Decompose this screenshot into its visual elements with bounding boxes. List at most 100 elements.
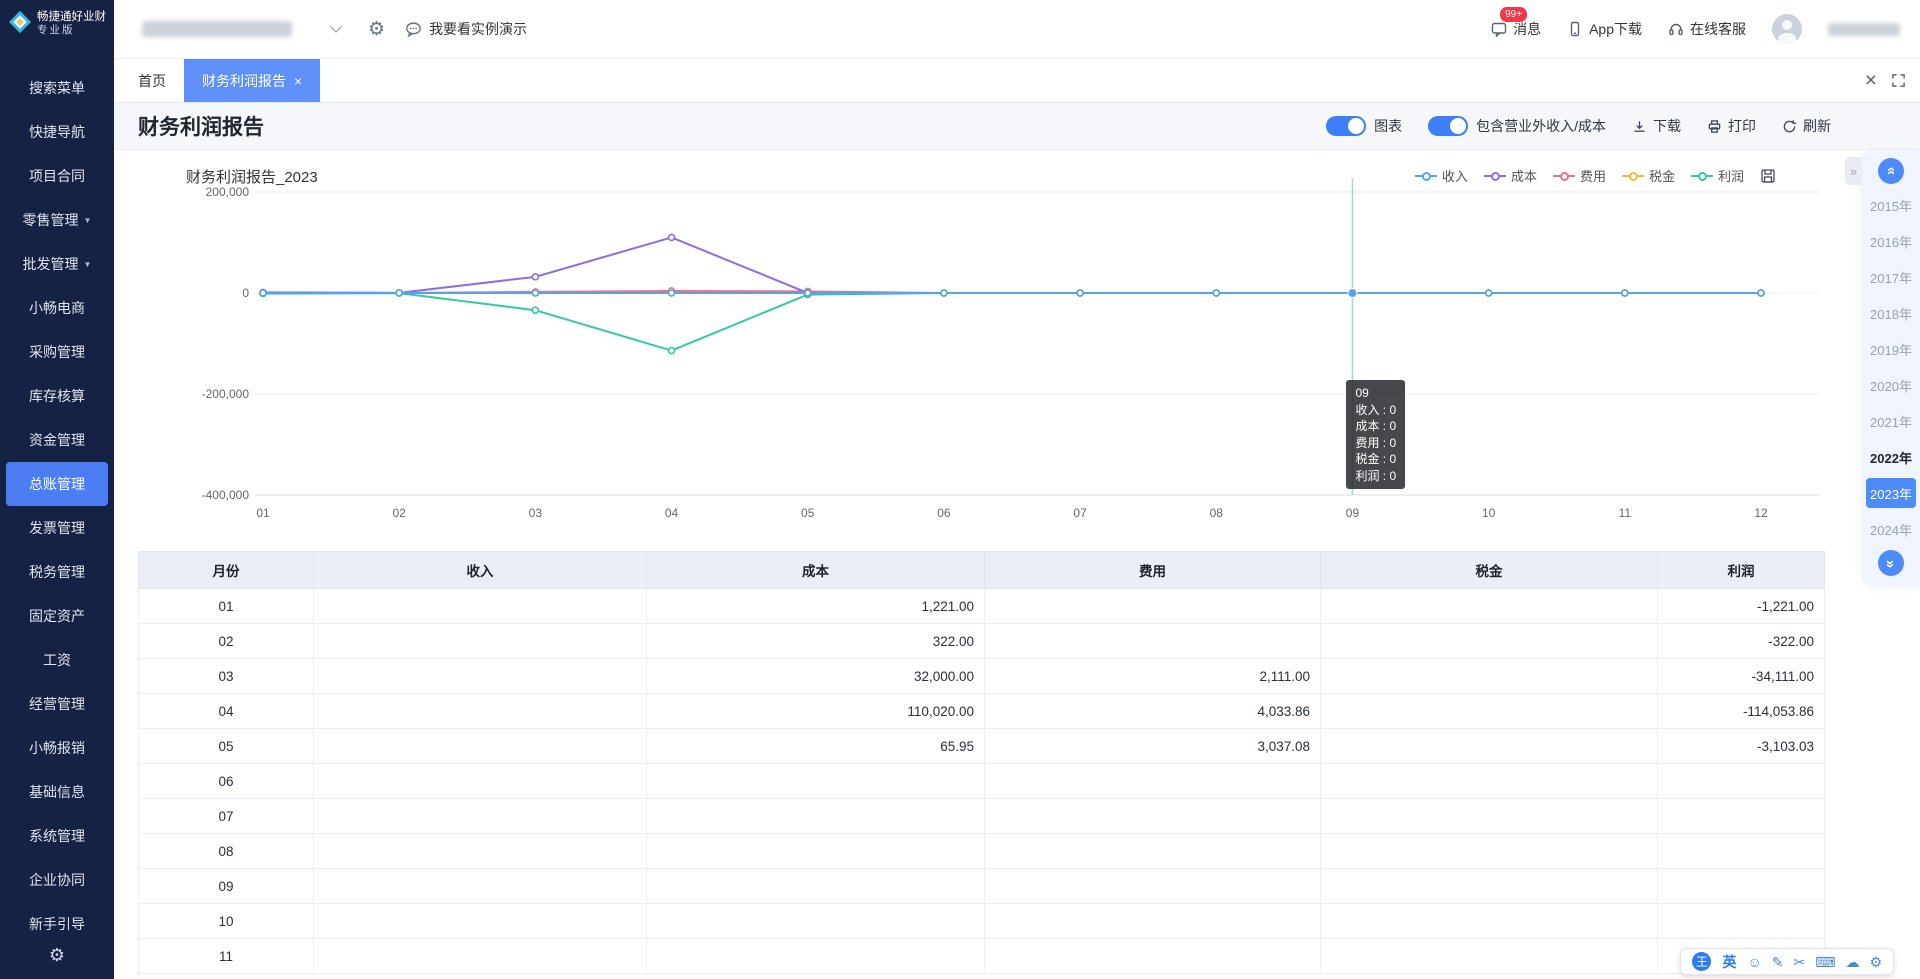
keyboard-icon[interactable]: ⌨ [1815, 953, 1836, 970]
chevron-down-icon [330, 21, 342, 33]
toggle-switch[interactable] [1428, 116, 1469, 136]
fullscreen-icon[interactable] [1891, 73, 1906, 88]
sidebar-item[interactable]: 税务管理 [6, 550, 108, 594]
svg-text:05: 05 [801, 506, 815, 520]
close-icon[interactable]: × [1864, 69, 1877, 92]
year-item[interactable]: 2019年 [1870, 342, 1912, 358]
gear-icon[interactable]: ⚙ [368, 18, 386, 40]
year-item[interactable]: 2020年 [1870, 378, 1912, 394]
chart-plot[interactable]: 200,000 0 -200,000 -400,000 01 02 03 04 05 06 07 08… [138, 160, 1828, 522]
sidebar-item[interactable]: 搜索菜单 [6, 66, 108, 110]
sidebar-item-label: 固定资产 [29, 608, 85, 624]
sidebar-settings-icon[interactable]: ⚙ [48, 945, 66, 965]
year-item[interactable]: 2015年 [1870, 198, 1912, 214]
svg-text:200,000: 200,000 [206, 185, 250, 199]
sidebar-item[interactable]: 固定资产 [6, 594, 108, 638]
sidebar-item[interactable]: 工资 [6, 638, 108, 682]
avatar[interactable] [1772, 14, 1802, 44]
refresh-icon [1783, 119, 1797, 132]
sidebar-item-label: 发票管理 [29, 520, 85, 536]
table-cell [984, 938, 1321, 974]
table-cell: -114,053.86 [1657, 693, 1825, 729]
collapse-icon[interactable]: » [1845, 157, 1862, 185]
year-item[interactable]: 2022年 [1870, 450, 1912, 466]
chevron-down-icon: ▼ [83, 259, 92, 269]
ime-logo[interactable]: 王 [1692, 952, 1712, 971]
sidebar-item[interactable]: 快捷导航 [6, 110, 108, 154]
sidebar-item[interactable]: 基础信息 [6, 770, 108, 814]
year-item[interactable]: 2018年 [1870, 306, 1912, 322]
app-download-button[interactable]: App下载 [1567, 19, 1642, 39]
sidebar-item[interactable]: 项目合同 [6, 154, 108, 198]
sidebar-item[interactable]: 企业协同 [6, 858, 108, 902]
table-row: 09 [138, 868, 1825, 904]
sidebar-item[interactable]: 新手引导 [6, 902, 108, 945]
include-nonoperating-toggle[interactable]: 包含营业外收入/成本 [1428, 116, 1606, 136]
sidebar-item[interactable]: 小畅电商 [6, 286, 108, 330]
ime-language-mode[interactable]: 英 [1722, 953, 1737, 970]
profit-table: 月份 收入 成本 费用 税金 利润 01 1,221.00 -1,221.00 02 322.00… [138, 551, 1825, 974]
legend-item[interactable]: 收入 [1414, 166, 1468, 185]
sidebar-item-label: 企业协同 [29, 872, 85, 888]
sidebar: 畅捷通好业财 专业版 搜索菜单 快捷导航 项目合同 零售管理 ▼ 批发管理 ▼ 小畅电商 采购管… [0, 0, 114, 979]
chart-toggle[interactable]: 图表 [1326, 116, 1402, 136]
redacted-org-name [142, 21, 292, 37]
table-cell [1657, 868, 1825, 904]
demo-link[interactable]: 我要看实例演示 [405, 19, 527, 39]
year-item[interactable]: 2017年 [1870, 270, 1912, 286]
legend-item[interactable]: 税金 [1621, 166, 1675, 185]
sidebar-item[interactable]: 系统管理 [6, 814, 108, 858]
download-button[interactable]: 下载 [1632, 116, 1681, 136]
sidebar-item-label: 资金管理 [29, 432, 85, 448]
year-item[interactable]: 2021年 [1870, 414, 1912, 430]
legend-item[interactable]: 利润 [1690, 166, 1744, 185]
tab[interactable]: 首页 [120, 59, 184, 102]
scroll-up-button[interactable]: » [1878, 158, 1904, 184]
tab-bar: 首页 财务利润报告 × × [114, 59, 1920, 103]
org-select[interactable] [138, 15, 348, 43]
year-item[interactable]: 2024年 [1870, 522, 1912, 538]
sidebar-item[interactable]: 小畅报销 [6, 726, 108, 770]
refresh-button[interactable]: 刷新 [1782, 116, 1831, 136]
emoji-icon[interactable]: ☺ [1747, 953, 1762, 970]
sidebar-item-label: 系统管理 [29, 828, 85, 844]
sidebar-item[interactable]: 库存核算 [6, 374, 108, 418]
table-row: 10 [138, 903, 1825, 939]
svg-text:06: 06 [937, 506, 951, 520]
close-icon[interactable]: × [294, 72, 303, 89]
table-row: 03 32,000.00 2,111.00 -34,111.00 [138, 658, 1825, 694]
support-button[interactable]: 在线客服 [1668, 19, 1746, 39]
table-cell [984, 798, 1321, 834]
table-cell [1320, 938, 1658, 974]
toggle-switch[interactable] [1326, 116, 1367, 136]
settings-icon[interactable]: ⚙ [1869, 953, 1882, 970]
include-toggle-label: 包含营业外收入/成本 [1476, 118, 1606, 134]
messages-button[interactable]: 99+ 消息 [1491, 6, 1541, 39]
sidebar-item[interactable]: 总账管理 [6, 462, 108, 506]
sidebar-item[interactable]: 零售管理 ▼ [6, 198, 108, 242]
tab[interactable]: 财务利润报告 × [184, 59, 321, 102]
table-cell [1657, 833, 1825, 869]
sidebar-item[interactable]: 采购管理 [6, 330, 108, 374]
table-cell [313, 658, 647, 694]
screenshot-icon[interactable]: ✂ [1793, 953, 1806, 970]
legend-item[interactable]: 费用 [1552, 166, 1606, 185]
print-button[interactable]: 打印 [1707, 116, 1756, 136]
handwriting-icon[interactable]: ✎ [1771, 953, 1784, 970]
cloud-icon[interactable]: ☁ [1845, 953, 1860, 970]
ime-toolbar: 王 英 ☺ ✎ ✂ ⌨ ☁ ⚙ [1680, 948, 1894, 975]
scroll-down-button[interactable]: » [1878, 550, 1904, 576]
table-cell: -1,221.00 [1657, 588, 1825, 624]
legend-item[interactable]: 成本 [1483, 166, 1537, 185]
sidebar-item[interactable]: 批发管理 ▼ [6, 242, 108, 286]
sidebar-item[interactable]: 资金管理 [6, 418, 108, 462]
double-chevron-up-icon: » [1882, 167, 1900, 175]
year-item[interactable]: 2023年 [1866, 478, 1916, 508]
year-item[interactable]: 2016年 [1870, 234, 1912, 250]
table-cell [313, 903, 647, 939]
sidebar-item[interactable]: 经营管理 [6, 682, 108, 726]
column-header: 费用 [984, 551, 1321, 589]
sidebar-item[interactable]: 发票管理 [6, 506, 108, 550]
save-chart-icon[interactable] [1760, 168, 1776, 184]
table-cell: 05 [138, 728, 314, 764]
